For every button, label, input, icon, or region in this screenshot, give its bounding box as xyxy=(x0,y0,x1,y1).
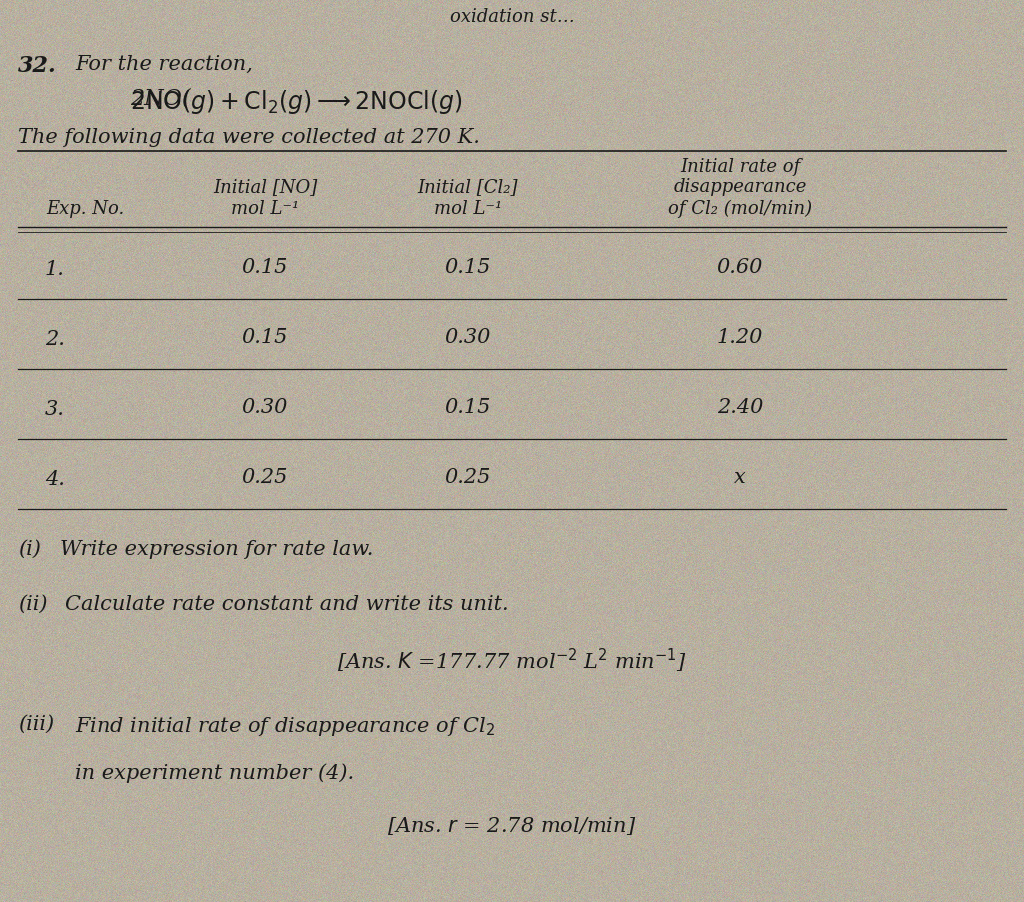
Text: For the reaction,: For the reaction, xyxy=(75,55,253,74)
Text: Find initial rate of disappearance of Cl$_2$: Find initial rate of disappearance of Cl… xyxy=(75,714,496,737)
Text: Initial [Cl₂]: Initial [Cl₂] xyxy=(418,178,518,196)
Text: $2\mathrm{NO}(g) + \mathrm{Cl}_2(g) \longrightarrow 2\mathrm{NOCl}(g)$: $2\mathrm{NO}(g) + \mathrm{Cl}_2(g) \lon… xyxy=(130,87,463,115)
Text: 0.15: 0.15 xyxy=(444,398,492,417)
Text: The following data were collected at 270 K.: The following data were collected at 270… xyxy=(18,128,480,147)
Text: 0.15: 0.15 xyxy=(242,258,288,277)
Text: 1.: 1. xyxy=(45,260,65,280)
Text: oxidation st…: oxidation st… xyxy=(450,8,574,26)
Text: (i): (i) xyxy=(18,539,41,558)
Text: 0.15: 0.15 xyxy=(444,258,492,277)
Text: 0.25: 0.25 xyxy=(242,467,288,486)
Text: Initial [NO]: Initial [NO] xyxy=(213,178,317,196)
Text: (iii): (iii) xyxy=(18,714,54,733)
Text: of Cl₂ (mol/min): of Cl₂ (mol/min) xyxy=(668,199,812,218)
Text: mol L⁻¹: mol L⁻¹ xyxy=(434,199,502,217)
Text: Write expression for rate law.: Write expression for rate law. xyxy=(60,539,374,558)
Text: disappearance: disappearance xyxy=(674,178,807,196)
Text: x: x xyxy=(734,467,745,486)
Text: Initial rate of: Initial rate of xyxy=(680,158,800,176)
Text: [Ans. $K$ =177.77 mol$^{-2}$ L$^{2}$ min$^{-1}$]: [Ans. $K$ =177.77 mol$^{-2}$ L$^{2}$ min… xyxy=(337,647,687,675)
Text: 0.30: 0.30 xyxy=(242,398,288,417)
Text: in experiment number (4).: in experiment number (4). xyxy=(75,762,354,782)
Text: 3.: 3. xyxy=(45,400,65,419)
Text: 0.30: 0.30 xyxy=(444,327,492,346)
Text: 4.: 4. xyxy=(45,470,65,489)
Text: 2.: 2. xyxy=(45,330,65,349)
Text: Calculate rate constant and write its unit.: Calculate rate constant and write its un… xyxy=(65,594,509,613)
Text: 1.20: 1.20 xyxy=(717,327,763,346)
Text: 0.15: 0.15 xyxy=(242,327,288,346)
Text: mol L⁻¹: mol L⁻¹ xyxy=(230,199,299,217)
Text: 2NO(: 2NO( xyxy=(130,87,195,110)
Text: 0.60: 0.60 xyxy=(717,258,763,277)
Text: 0.25: 0.25 xyxy=(444,467,492,486)
Text: [Ans. $r$ = 2.78 mol/min]: [Ans. $r$ = 2.78 mol/min] xyxy=(387,815,637,836)
Text: (ii): (ii) xyxy=(18,594,47,613)
Text: 32.: 32. xyxy=(18,55,56,77)
Text: 2.40: 2.40 xyxy=(717,398,763,417)
Text: Exp. No.: Exp. No. xyxy=(46,199,124,217)
